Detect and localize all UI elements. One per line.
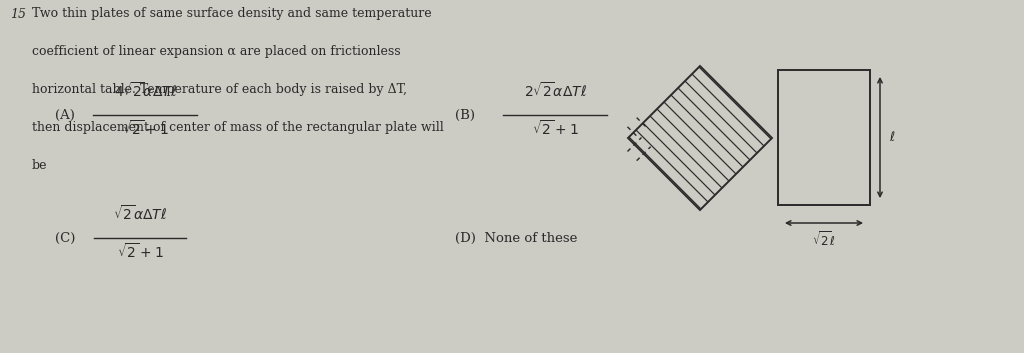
Text: $\sqrt{2}\alpha\Delta T\ell$: $\sqrt{2}\alpha\Delta T\ell$ xyxy=(113,204,167,223)
Text: horizontal table. Temperature of each body is raised by ΔT,: horizontal table. Temperature of each bo… xyxy=(32,83,407,96)
Text: (B): (B) xyxy=(455,108,475,121)
Text: Two thin plates of same surface density and same temperature: Two thin plates of same surface density … xyxy=(32,7,432,20)
Text: $\sqrt{2}+1$: $\sqrt{2}+1$ xyxy=(531,119,579,138)
Bar xyxy=(778,70,870,205)
Text: $\sqrt{2}+1$: $\sqrt{2}+1$ xyxy=(122,119,168,138)
Text: $\ell$: $\ell$ xyxy=(889,131,896,144)
Text: (C): (C) xyxy=(55,232,76,245)
Text: $4\sqrt{2}\alpha\Delta T\ell$: $4\sqrt{2}\alpha\Delta T\ell$ xyxy=(114,81,176,100)
Text: $2\sqrt{2}\alpha\Delta T\ell$: $2\sqrt{2}\alpha\Delta T\ell$ xyxy=(523,81,587,100)
Text: $\sqrt{2}+1$: $\sqrt{2}+1$ xyxy=(117,242,164,261)
Text: then displacement of center of mass of the rectangular plate will: then displacement of center of mass of t… xyxy=(32,121,443,134)
Text: 15: 15 xyxy=(10,8,26,21)
Text: (A): (A) xyxy=(55,108,75,121)
Text: be: be xyxy=(32,159,47,172)
Text: $\sqrt{2}\ell$: $\sqrt{2}\ell$ xyxy=(812,230,836,249)
Text: coefficient of linear expansion α are placed on frictionless: coefficient of linear expansion α are pl… xyxy=(32,45,400,58)
Text: (D)  None of these: (D) None of these xyxy=(455,232,578,245)
